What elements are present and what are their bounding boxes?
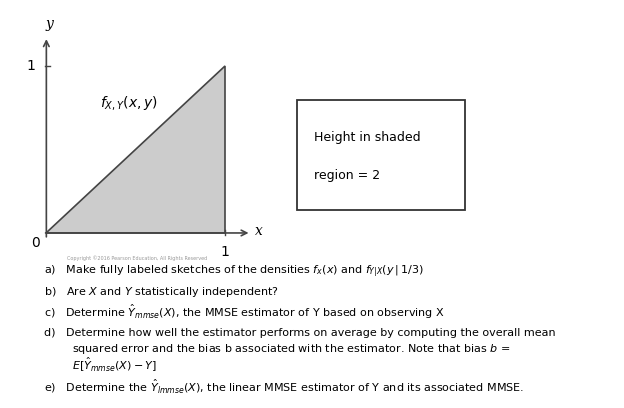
Text: region = 2: region = 2	[314, 169, 381, 182]
Text: b)   Are $X$ and $Y$ statistically independent?: b) Are $X$ and $Y$ statistically indepen…	[44, 285, 278, 299]
Text: d)   Determine how well the estimator performs on average by computing the overa: d) Determine how well the estimator perf…	[44, 328, 555, 337]
Text: a)   Make fully labeled sketches of the densities $f_x(x)$ and $f_{Y|X}(y\,|\,1/: a) Make fully labeled sketches of the de…	[44, 264, 423, 279]
Text: Height in shaded: Height in shaded	[314, 131, 421, 144]
Text: c)   Determine $\hat{Y}_{mmse}(X)$, the MMSE estimator of Y based on observing X: c) Determine $\hat{Y}_{mmse}(X)$, the MM…	[44, 303, 444, 322]
Text: 1: 1	[27, 59, 36, 73]
Text: squared error and the bias b associated with the estimator. Note that bias $b$ =: squared error and the bias b associated …	[72, 342, 510, 356]
Polygon shape	[46, 67, 225, 233]
Text: 1: 1	[220, 245, 229, 259]
Text: e)   Determine the $\hat{Y}_{lmmse}(X)$, the linear MMSE estimator of Y and its : e) Determine the $\hat{Y}_{lmmse}(X)$, t…	[44, 377, 524, 395]
Text: 0: 0	[31, 236, 40, 250]
Text: Copyright ©2016 Pearson Education, All Rights Reserved: Copyright ©2016 Pearson Education, All R…	[67, 255, 207, 261]
Text: x: x	[255, 224, 263, 238]
Text: y: y	[46, 17, 54, 31]
Text: $f_{X,Y}(x,y)$: $f_{X,Y}(x,y)$	[100, 94, 158, 112]
FancyBboxPatch shape	[297, 100, 464, 210]
Text: $E[\hat{Y}_{mmse}(X) - Y]$: $E[\hat{Y}_{mmse}(X) - Y]$	[72, 356, 157, 374]
